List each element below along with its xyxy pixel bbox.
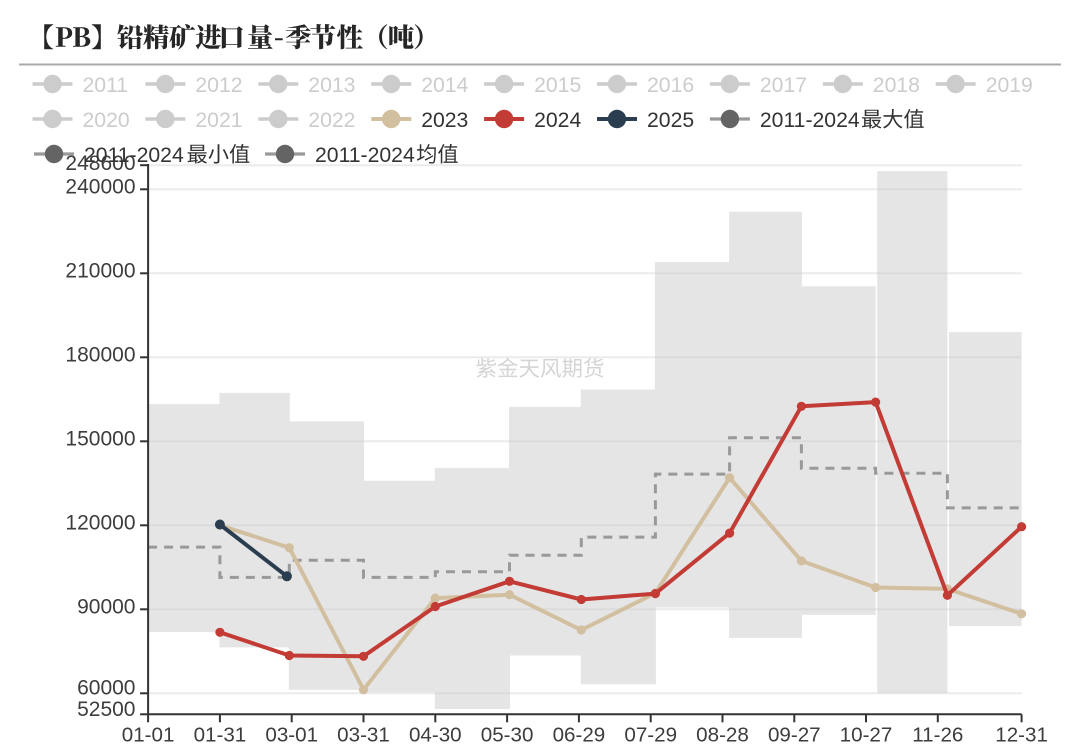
svg-text:210000: 210000 bbox=[65, 260, 135, 283]
svg-text:2022: 2022 bbox=[308, 109, 355, 132]
svg-text:2018: 2018 bbox=[873, 74, 920, 97]
svg-text:2017: 2017 bbox=[760, 74, 807, 97]
svg-text:150000: 150000 bbox=[65, 428, 135, 451]
svg-text:2011: 2011 bbox=[83, 74, 129, 97]
svg-text:03-01: 03-01 bbox=[265, 723, 318, 746]
svg-text:2013: 2013 bbox=[308, 74, 355, 97]
svg-text:2019: 2019 bbox=[986, 74, 1033, 97]
svg-text:2025: 2025 bbox=[647, 109, 694, 132]
svg-text:10-27: 10-27 bbox=[840, 723, 893, 746]
svg-text:06-29: 06-29 bbox=[553, 723, 606, 746]
svg-text:240000: 240000 bbox=[65, 176, 135, 199]
svg-text:12-31: 12-31 bbox=[995, 723, 1048, 746]
svg-text:52500: 52500 bbox=[77, 698, 135, 721]
svg-text:08-28: 08-28 bbox=[696, 723, 749, 746]
svg-text:11-26: 11-26 bbox=[912, 723, 963, 746]
svg-text:07-29: 07-29 bbox=[624, 723, 677, 746]
svg-text:2024: 2024 bbox=[534, 109, 581, 132]
svg-text:09-27: 09-27 bbox=[768, 723, 821, 746]
svg-text:2015: 2015 bbox=[534, 74, 581, 97]
svg-text:120000: 120000 bbox=[65, 512, 135, 535]
svg-text:2011-2024: 2011-2024 bbox=[760, 109, 860, 132]
svg-text:60000: 60000 bbox=[77, 676, 135, 699]
svg-text:2023: 2023 bbox=[421, 109, 468, 132]
svg-text:2016: 2016 bbox=[647, 74, 694, 97]
svg-text:2021: 2021 bbox=[195, 109, 242, 132]
svg-text:01-31: 01-31 bbox=[194, 723, 247, 746]
svg-text:03-31: 03-31 bbox=[337, 723, 390, 746]
svg-text:2011-2024: 2011-2024 bbox=[84, 144, 184, 167]
svg-text:2012: 2012 bbox=[195, 74, 242, 97]
svg-text:180000: 180000 bbox=[65, 344, 135, 367]
svg-text:2014: 2014 bbox=[421, 74, 468, 97]
svg-text:2020: 2020 bbox=[83, 109, 130, 132]
svg-text:04-30: 04-30 bbox=[409, 723, 462, 746]
svg-text:05-30: 05-30 bbox=[481, 723, 534, 746]
svg-text:01-01: 01-01 bbox=[122, 723, 175, 746]
svg-text:248600: 248600 bbox=[65, 152, 135, 175]
svg-text:90000: 90000 bbox=[77, 596, 135, 619]
svg-text:2011-2024: 2011-2024 bbox=[315, 144, 415, 167]
